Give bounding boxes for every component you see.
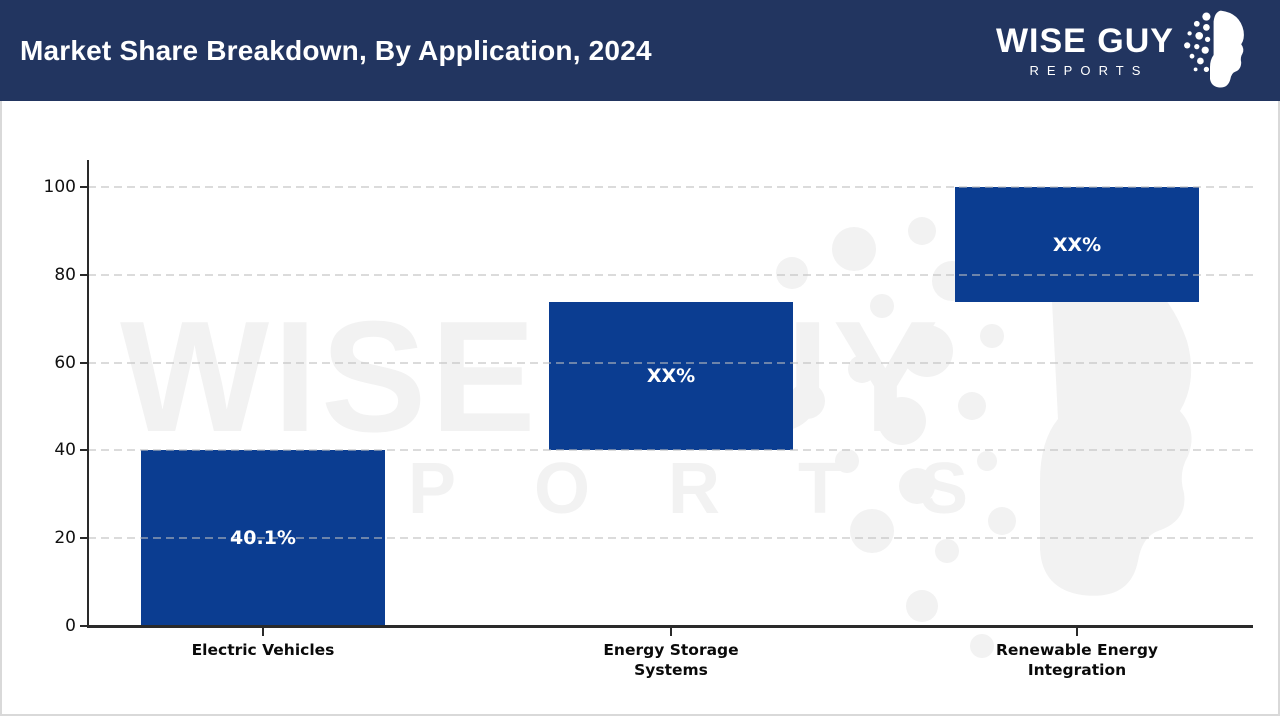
- brand-subname: REPORTS: [1029, 62, 1149, 78]
- category-label-line: Renewable Energy: [995, 641, 1159, 659]
- y-tick-label: 80: [54, 264, 76, 285]
- y-tick-mark: [80, 361, 88, 364]
- y-axis-line: [87, 160, 89, 628]
- bar-value-label: XX%: [1052, 233, 1102, 256]
- y-gridline: [88, 361, 1253, 364]
- category-label-line: Integration: [1027, 661, 1127, 680]
- x-tick-mark: [670, 628, 672, 636]
- y-tick-label: 40: [54, 440, 76, 461]
- watermark-wordmark: WISE GUY: [120, 289, 942, 465]
- dotted-head-logo-icon: [1180, 7, 1252, 95]
- x-tick-mark: [1076, 628, 1078, 636]
- category-label: Renewable Energy Integration: [947, 640, 1207, 680]
- bar-value-label: XX%: [646, 364, 696, 387]
- category-label-line: Systems: [634, 661, 708, 680]
- x-axis-line: [87, 625, 1253, 628]
- header-bar: Market Share Breakdown, By Application, …: [0, 0, 1280, 101]
- brand-name: WISE GUY: [995, 21, 1174, 60]
- y-tick-mark: [80, 273, 88, 276]
- y-gridline: [88, 273, 1253, 276]
- brand-logo-text: WISE GUY REPORTS: [996, 24, 1174, 78]
- y-gridline: [88, 537, 1253, 540]
- category-label-line: Energy Storage: [603, 641, 739, 659]
- y-tick-mark: [80, 186, 88, 188]
- y-tick-mark: [80, 625, 88, 627]
- y-tick-label: 20: [54, 528, 76, 549]
- bar-segment: [549, 302, 793, 450]
- y-gridline: [88, 186, 1253, 188]
- category-label: Energy Storage Systems: [541, 640, 801, 680]
- y-tick-mark: [80, 537, 88, 540]
- y-tick-label: 0: [65, 616, 76, 636]
- page-title: Market Share Breakdown, By Application, …: [20, 34, 652, 66]
- category-label: Electric Vehicles: [133, 640, 393, 660]
- category-label-line: Electric Vehicles: [191, 641, 335, 659]
- y-tick-mark: [80, 449, 88, 452]
- y-tick-label: 100: [43, 177, 76, 197]
- x-tick-mark: [262, 628, 264, 636]
- bar-value-label: 40.1%: [230, 526, 296, 549]
- y-tick-label: 60: [54, 352, 76, 373]
- y-gridline: [88, 449, 1253, 452]
- brand-logo: WISE GUY REPORTS: [996, 7, 1252, 95]
